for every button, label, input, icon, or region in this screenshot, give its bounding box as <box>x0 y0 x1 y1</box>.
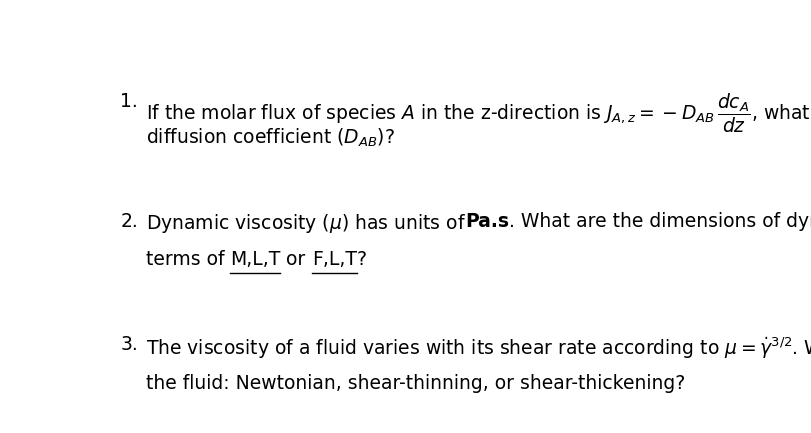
Text: terms of: terms of <box>145 250 230 269</box>
Text: the fluid: Newtonian, shear-thinning, or shear-thickening?: the fluid: Newtonian, shear-thinning, or… <box>145 374 684 393</box>
Text: The viscosity of a fluid varies with its shear rate according to $\mu = \dot{\ga: The viscosity of a fluid varies with its… <box>145 335 811 361</box>
Text: 2.: 2. <box>120 212 138 231</box>
Text: M,L,T: M,L,T <box>230 250 280 269</box>
Text: If the molar flux of species $A$ in the z-direction is $J_{A,z} = -D_{AB}\,\dfra: If the molar flux of species $A$ in the … <box>145 92 811 135</box>
Text: . What are the dimensions of dynamic viscosity in: . What are the dimensions of dynamic vis… <box>508 212 811 231</box>
Text: diffusion coefficient ($D_{AB}$)?: diffusion coefficient ($D_{AB}$)? <box>145 127 394 149</box>
Text: 3.: 3. <box>120 335 138 354</box>
Text: F,L,T: F,L,T <box>311 250 356 269</box>
Text: or: or <box>280 250 311 269</box>
Text: 1.: 1. <box>120 92 138 111</box>
Text: ?: ? <box>356 250 367 269</box>
Text: Pa.s: Pa.s <box>465 212 508 231</box>
Text: Dynamic viscosity ($\mu$) has units of: Dynamic viscosity ($\mu$) has units of <box>145 212 465 235</box>
